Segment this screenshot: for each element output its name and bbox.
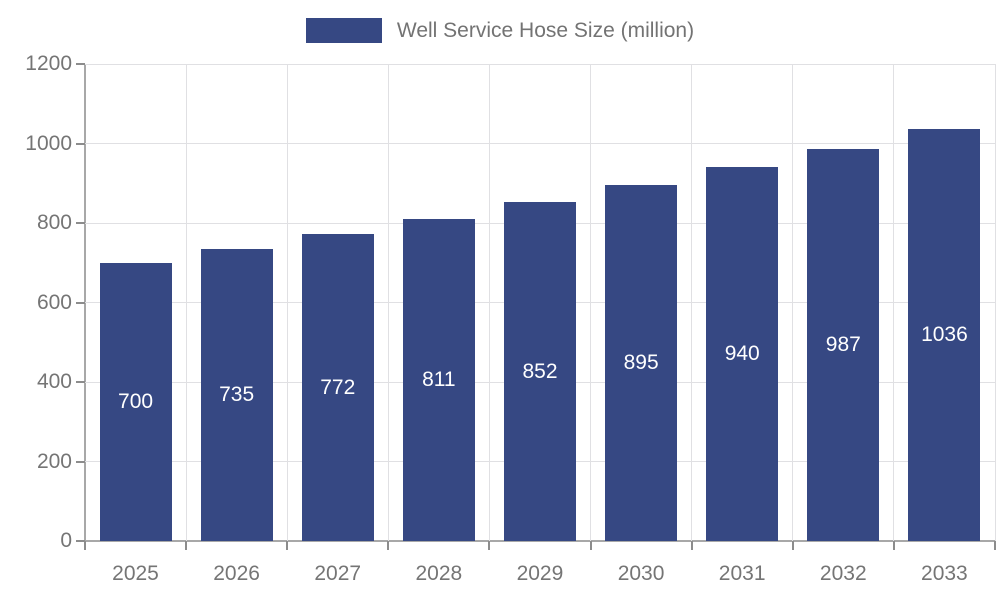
v-gridline: [590, 64, 592, 541]
bar: 811: [402, 218, 475, 541]
v-gridline: [994, 64, 996, 541]
y-tick-label: 400: [36, 370, 72, 393]
x-tick-label: 2027: [314, 562, 362, 585]
y-tick-label: 200: [36, 449, 72, 473]
x-tick-mark: [286, 541, 289, 550]
bar-value-label: 772: [320, 375, 356, 399]
bar: 772: [301, 234, 374, 541]
v-gridline: [387, 64, 389, 541]
bar-value-label: 735: [219, 382, 255, 406]
bar: 987: [807, 148, 880, 541]
bar-value-label: 700: [118, 389, 154, 413]
plot-area: 700 735 772 811 852 895 940 987 1036: [85, 63, 996, 541]
bar: 700: [99, 262, 172, 541]
x-tick-mark: [84, 541, 86, 550]
x-tick-mark: [185, 541, 188, 550]
legend-swatch: [305, 18, 382, 43]
y-axis-line: [84, 64, 86, 542]
x-tick-label: 2025: [112, 562, 159, 585]
x-tick-mark: [892, 541, 895, 550]
y-tick-label: 0: [60, 529, 72, 552]
x-tick-label: 2028: [415, 562, 463, 585]
bar-value-label: 811: [422, 367, 456, 391]
legend: Well Service Hose Size (million): [0, 18, 1000, 43]
bar-value-label: 1036: [921, 323, 968, 347]
x-tick-mark: [387, 541, 390, 550]
v-gridline: [893, 64, 895, 541]
y-tick-label: 1000: [25, 131, 72, 155]
bar-value-label: 987: [825, 332, 861, 356]
v-gridline: [691, 64, 693, 541]
bar: 852: [504, 202, 576, 541]
y-tick-mark: [76, 142, 85, 145]
y-tick-mark: [76, 381, 85, 383]
x-tick-label: 2029: [516, 562, 564, 585]
bar-value-label: 895: [623, 351, 659, 375]
x-axis-line: [84, 540, 996, 542]
x-tick-mark: [589, 541, 592, 550]
x-tick-mark: [690, 541, 693, 550]
v-gridline: [488, 64, 490, 541]
x-tick-mark: [791, 541, 794, 550]
x-tick-label: 2030: [617, 562, 665, 585]
bar-value-label: 852: [522, 359, 558, 383]
y-tick-label: 600: [36, 290, 72, 314]
x-tick-label: 2032: [819, 562, 867, 585]
x-tick-label: 2026: [213, 562, 260, 585]
h-gridline: [85, 143, 995, 144]
bar: 735: [200, 248, 273, 541]
y-tick-mark: [76, 460, 85, 463]
y-tick-label: 800: [36, 211, 72, 234]
y-tick-mark: [76, 301, 85, 304]
x-tick-mark: [488, 541, 491, 550]
y-tick-mark: [76, 63, 85, 65]
y-tick-label: 1200: [25, 52, 72, 75]
bar: 1036: [908, 129, 981, 541]
legend-label: Well Service Hose Size (million): [396, 18, 695, 42]
bar-value-label: 940: [724, 342, 760, 366]
bar: 940: [706, 167, 779, 541]
x-tick-mark: [994, 541, 996, 550]
x-tick-label: 2031: [718, 562, 766, 585]
y-tick-mark: [76, 540, 85, 542]
v-gridline: [185, 64, 187, 541]
v-gridline: [792, 64, 794, 541]
v-gridline: [286, 64, 288, 541]
x-tick-label: 2033: [921, 562, 968, 585]
bar: 895: [605, 185, 678, 541]
y-tick-mark: [76, 222, 85, 224]
h-gridline: [85, 63, 995, 65]
